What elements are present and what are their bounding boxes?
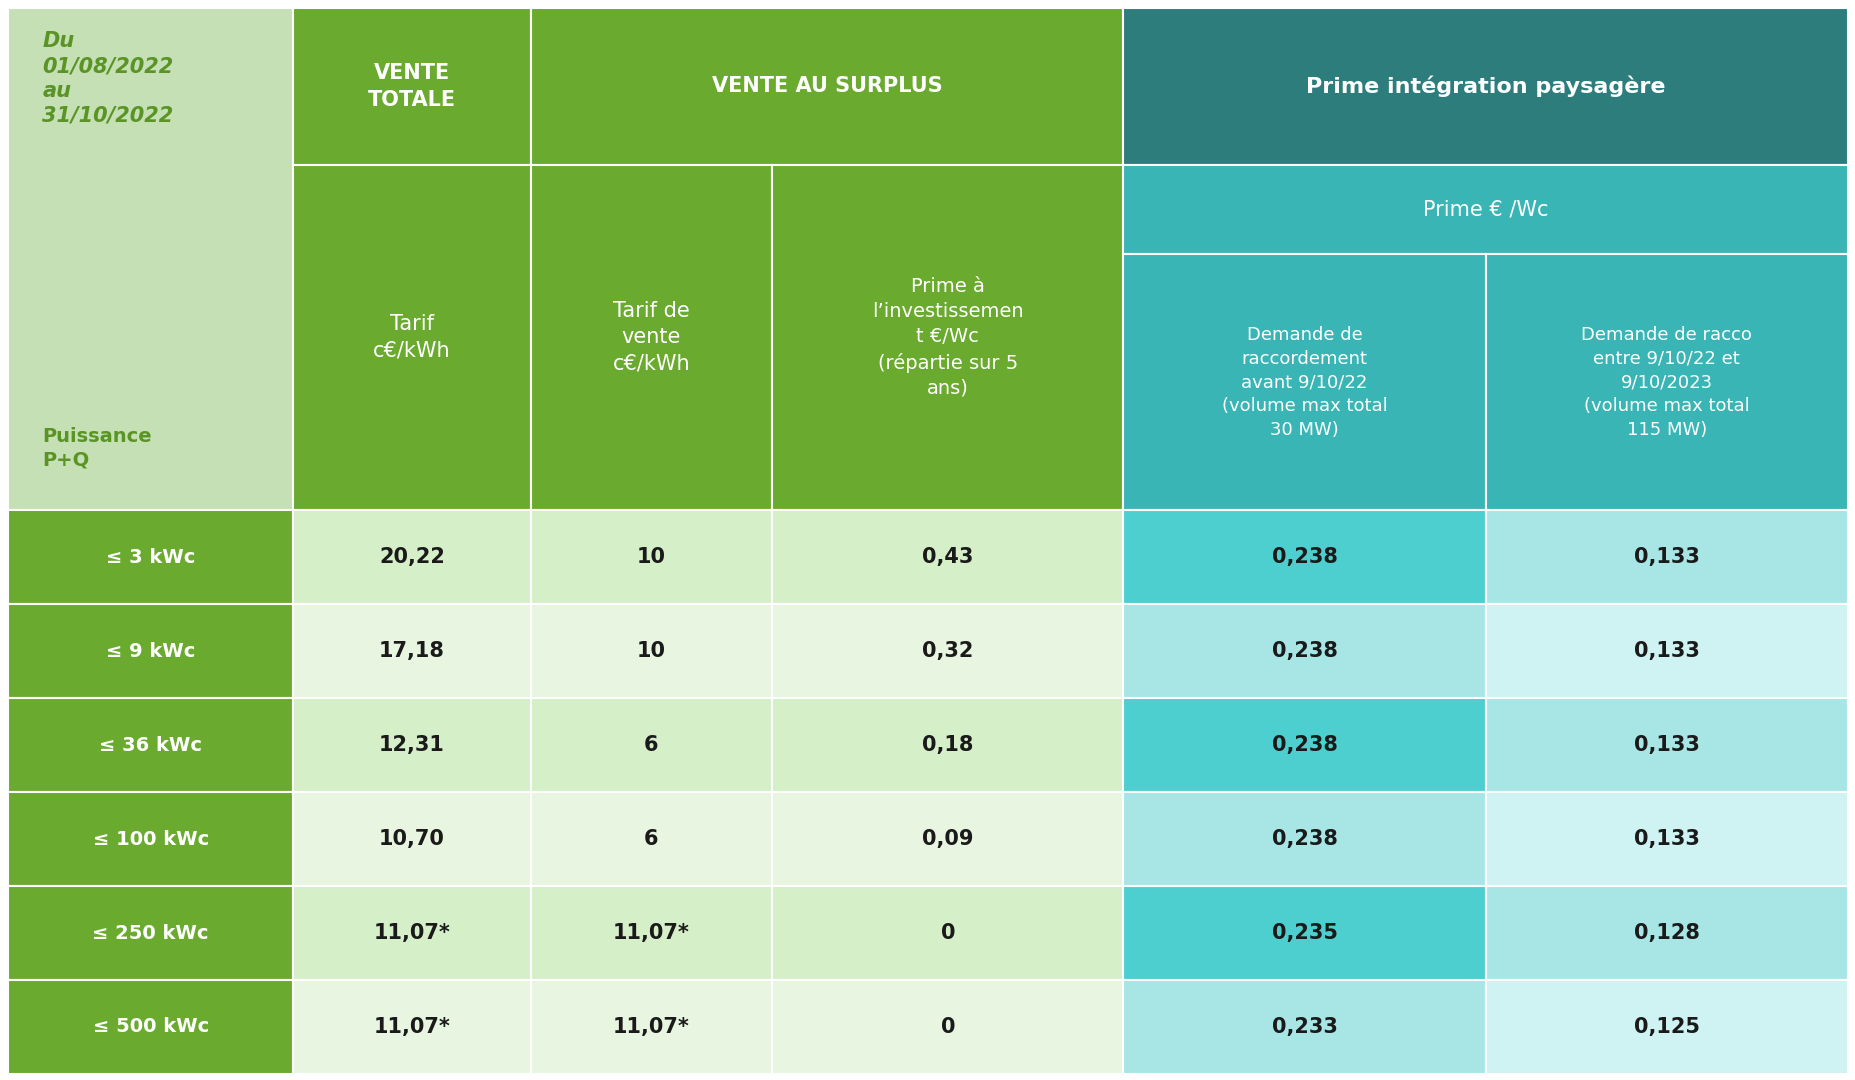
Bar [293, 164, 531, 510]
Text: 17,18: 17,18 [378, 642, 445, 661]
Text: ≤ 250 kWc: ≤ 250 kWc [93, 923, 210, 943]
Bar [293, 698, 531, 792]
Bar [293, 980, 531, 1074]
Bar [772, 510, 1122, 604]
Text: 0,128: 0,128 [1632, 923, 1699, 943]
Bar [1484, 792, 1848, 886]
Text: VENTE AU SURPLUS: VENTE AU SURPLUS [710, 77, 942, 96]
Text: ≤ 3 kWc: ≤ 3 kWc [106, 548, 195, 567]
Bar [1122, 510, 1484, 604]
Bar [1122, 980, 1484, 1074]
Text: 0,133: 0,133 [1632, 735, 1699, 755]
Text: 0,133: 0,133 [1632, 642, 1699, 661]
Bar [772, 604, 1122, 698]
Bar [531, 980, 772, 1074]
Text: Puissance
P+Q: Puissance P+Q [43, 427, 152, 469]
Text: 11,07*: 11,07* [612, 923, 690, 943]
Text: 10,70: 10,70 [378, 829, 445, 849]
Text: 10: 10 [636, 642, 666, 661]
Text: 0: 0 [940, 923, 955, 943]
Bar [7, 698, 293, 792]
Text: 0,235: 0,235 [1271, 923, 1337, 943]
Text: 11,07*: 11,07* [373, 1017, 451, 1037]
Text: 6: 6 [644, 735, 659, 755]
Text: VENTE
TOTALE: VENTE TOTALE [367, 63, 456, 109]
Bar [1484, 604, 1848, 698]
Text: ≤ 100 kWc: ≤ 100 kWc [93, 829, 210, 849]
Bar [293, 792, 531, 886]
Bar [531, 164, 772, 510]
Bar [772, 886, 1122, 980]
Text: Demande de
raccordement
avant 9/10/22
(volume max total
30 MW): Demande de raccordement avant 9/10/22 (v… [1221, 326, 1388, 438]
Bar [1484, 886, 1848, 980]
Text: 6: 6 [644, 829, 659, 849]
Text: Du
01/08/2022
au
31/10/2022: Du 01/08/2022 au 31/10/2022 [43, 31, 173, 125]
Text: 11,07*: 11,07* [612, 1017, 690, 1037]
Text: 0,125: 0,125 [1632, 1017, 1699, 1037]
Bar [1122, 164, 1848, 255]
Bar [531, 886, 772, 980]
Bar [531, 604, 772, 698]
Text: Demande de racco
entre 9/10/22 et
9/10/2023
(volume max total
115 MW): Demande de racco entre 9/10/22 et 9/10/2… [1580, 326, 1751, 438]
Text: 0,238: 0,238 [1271, 735, 1337, 755]
Text: Tarif
c€/kWh: Tarif c€/kWh [373, 314, 451, 361]
Bar [531, 698, 772, 792]
Bar [7, 792, 293, 886]
Bar [293, 510, 531, 604]
Bar [7, 886, 293, 980]
Bar [531, 792, 772, 886]
Text: 0,238: 0,238 [1271, 829, 1337, 849]
Text: 0,32: 0,32 [922, 642, 972, 661]
Bar [531, 8, 1122, 164]
Bar [1122, 255, 1484, 510]
Text: 0,133: 0,133 [1632, 548, 1699, 567]
Text: Tarif de
vente
c€/kWh: Tarif de vente c€/kWh [612, 301, 690, 374]
Bar [293, 8, 531, 164]
Bar [1484, 980, 1848, 1074]
Bar [1122, 698, 1484, 792]
Text: ≤ 500 kWc: ≤ 500 kWc [93, 1017, 210, 1037]
Text: Prime intégration paysagère: Prime intégration paysagère [1306, 76, 1664, 97]
Bar [293, 886, 531, 980]
Text: ≤ 36 kWc: ≤ 36 kWc [98, 735, 202, 755]
Text: 20,22: 20,22 [378, 548, 445, 567]
Text: ≤ 9 kWc: ≤ 9 kWc [106, 642, 195, 661]
Text: 0,133: 0,133 [1632, 829, 1699, 849]
Text: Prime € /Wc: Prime € /Wc [1423, 200, 1547, 219]
Bar [7, 980, 293, 1074]
Bar [772, 698, 1122, 792]
Text: 0,238: 0,238 [1271, 548, 1337, 567]
Bar [772, 164, 1122, 510]
Bar [1122, 792, 1484, 886]
Text: 0,233: 0,233 [1271, 1017, 1337, 1037]
Bar [7, 8, 293, 510]
Text: 0,09: 0,09 [922, 829, 974, 849]
Bar [1122, 8, 1848, 164]
Bar [7, 604, 293, 698]
Bar [1484, 510, 1848, 604]
Text: 0,238: 0,238 [1271, 642, 1337, 661]
Bar [1484, 698, 1848, 792]
Text: Prime à
l’investissemen
t €/Wc
(répartie sur 5
ans): Prime à l’investissemen t €/Wc (répartie… [872, 278, 1022, 397]
Text: 0,43: 0,43 [922, 548, 972, 567]
Bar [531, 510, 772, 604]
Text: 10: 10 [636, 548, 666, 567]
Bar [1122, 604, 1484, 698]
Text: 12,31: 12,31 [378, 735, 445, 755]
Text: 11,07*: 11,07* [373, 923, 451, 943]
Bar [772, 792, 1122, 886]
Text: 0,18: 0,18 [922, 735, 972, 755]
Bar [293, 604, 531, 698]
Bar [1122, 886, 1484, 980]
Bar [7, 510, 293, 604]
Bar [772, 980, 1122, 1074]
Text: 0: 0 [940, 1017, 955, 1037]
Bar [1484, 255, 1848, 510]
